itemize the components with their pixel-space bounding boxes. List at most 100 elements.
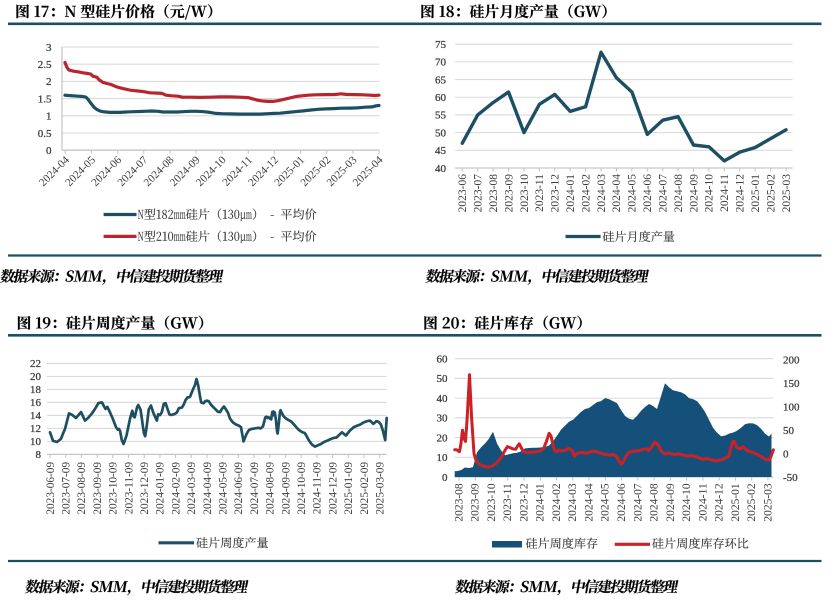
svg-text:50: 50: [783, 425, 795, 437]
svg-text:2023-10: 2023-10: [519, 174, 531, 213]
svg-text:20: 20: [30, 371, 42, 383]
svg-text:75: 75: [435, 39, 447, 51]
svg-text:2023-09: 2023-09: [470, 483, 482, 522]
svg-text:30: 30: [437, 413, 449, 425]
svg-text:60: 60: [437, 354, 449, 366]
svg-text:2024-08: 2024-08: [673, 174, 685, 213]
svg-text:12: 12: [30, 423, 41, 435]
svg-text:2024-11: 2024-11: [697, 483, 709, 521]
svg-text:50: 50: [435, 127, 447, 139]
svg-text:2024-07: 2024-07: [632, 483, 644, 522]
svg-text:2023-10-09: 2023-10-09: [108, 462, 120, 515]
svg-text:20: 20: [437, 432, 449, 444]
svg-text:2024-02: 2024-02: [580, 174, 592, 213]
svg-text:60: 60: [435, 92, 447, 104]
svg-text:45: 45: [435, 145, 447, 157]
svg-text:16: 16: [30, 397, 42, 409]
svg-text:2024-10-09: 2024-10-09: [296, 462, 308, 515]
svg-text:2024-12: 2024-12: [735, 174, 747, 213]
svg-text:2025-01: 2025-01: [750, 174, 762, 213]
svg-text:2024-01: 2024-01: [565, 174, 577, 213]
svg-text:2025-03-09: 2025-03-09: [375, 462, 387, 515]
svg-text:2024-09-09: 2024-09-09: [280, 462, 292, 515]
svg-text:2023-09: 2023-09: [503, 174, 515, 213]
svg-text:200: 200: [783, 355, 800, 367]
svg-text:2023-07-09: 2023-07-09: [61, 462, 73, 515]
svg-text:-50: -50: [783, 472, 798, 484]
svg-text:2023-12-09: 2023-12-09: [139, 462, 151, 515]
svg-text:2023-11: 2023-11: [502, 483, 514, 521]
svg-text:65: 65: [435, 74, 447, 86]
svg-text:2024-07: 2024-07: [657, 174, 669, 213]
svg-text:2024-09: 2024-09: [688, 174, 700, 213]
svg-text:2023-08: 2023-08: [453, 483, 465, 522]
svg-text:2024-06-09: 2024-06-09: [233, 462, 245, 515]
svg-text:2023-11: 2023-11: [534, 174, 546, 212]
svg-text:1.5: 1.5: [38, 93, 52, 105]
svg-text:2024-08-09: 2024-08-09: [265, 462, 277, 515]
svg-text:2024-11-09: 2024-11-09: [312, 462, 324, 515]
svg-text:2023-06-09: 2023-06-09: [45, 462, 57, 515]
svg-text:2024-01: 2024-01: [535, 483, 547, 522]
svg-text:2024-04: 2024-04: [583, 483, 595, 522]
svg-text:2024-05-09: 2024-05-09: [218, 462, 230, 515]
svg-text:2024-06: 2024-06: [642, 174, 654, 213]
svg-text:40: 40: [437, 393, 449, 405]
svg-text:2024-02: 2024-02: [551, 483, 563, 522]
svg-text:2: 2: [46, 76, 52, 88]
svg-text:2024-09: 2024-09: [665, 483, 677, 522]
svg-text:40: 40: [435, 163, 447, 175]
svg-text:2024-07-09: 2024-07-09: [249, 462, 261, 515]
svg-text:2025-01-09: 2025-01-09: [343, 462, 355, 515]
svg-text:70: 70: [435, 57, 447, 69]
svg-text:150: 150: [783, 378, 800, 390]
svg-text:2024-03-09: 2024-03-09: [186, 462, 198, 515]
svg-text:2025-01: 2025-01: [730, 483, 742, 522]
svg-text:0: 0: [783, 448, 789, 460]
svg-text:2023-12: 2023-12: [550, 174, 562, 213]
svg-text:2023-11-09: 2023-11-09: [123, 462, 135, 515]
svg-text:10: 10: [30, 436, 42, 448]
svg-text:1: 1: [46, 111, 52, 123]
svg-text:2025-03: 2025-03: [781, 174, 793, 213]
svg-text:2024-02-09: 2024-02-09: [170, 462, 182, 515]
svg-text:3: 3: [46, 42, 52, 54]
svg-text:2024-10: 2024-10: [681, 483, 693, 522]
svg-text:2023-09-09: 2023-09-09: [92, 462, 104, 515]
svg-text:2023-06: 2023-06: [457, 174, 469, 213]
svg-text:0.5: 0.5: [38, 128, 52, 140]
svg-text:8: 8: [36, 449, 42, 461]
svg-text:100: 100: [783, 401, 800, 413]
svg-text:55: 55: [435, 110, 447, 122]
svg-text:2024-11: 2024-11: [719, 174, 731, 212]
svg-text:2023-08: 2023-08: [488, 174, 500, 213]
svg-text:2023-07: 2023-07: [473, 174, 485, 213]
svg-text:2024-12: 2024-12: [714, 483, 726, 522]
svg-text:2024-08: 2024-08: [649, 483, 661, 522]
svg-text:2023-08-09: 2023-08-09: [76, 462, 88, 515]
svg-text:22: 22: [30, 358, 41, 370]
svg-text:2025-02: 2025-02: [746, 483, 758, 522]
svg-text:2025-03: 2025-03: [762, 483, 774, 522]
svg-text:2023-12: 2023-12: [518, 483, 530, 522]
svg-text:2024-12-09: 2024-12-09: [327, 462, 339, 515]
svg-text:2024-04-09: 2024-04-09: [202, 462, 214, 515]
svg-text:2024-03: 2024-03: [567, 483, 579, 522]
svg-text:50: 50: [437, 373, 449, 385]
svg-text:2024-05: 2024-05: [627, 174, 639, 213]
svg-text:2025-02: 2025-02: [765, 174, 777, 213]
svg-text:2024-03: 2024-03: [596, 174, 608, 213]
svg-text:2025-02-09: 2025-02-09: [359, 462, 371, 515]
svg-text:2.5: 2.5: [38, 59, 52, 71]
svg-text:2024-05: 2024-05: [600, 483, 612, 522]
svg-text:2024-04: 2024-04: [611, 174, 623, 213]
svg-text:2024-01-09: 2024-01-09: [155, 462, 167, 515]
svg-text:2023-10: 2023-10: [486, 483, 498, 522]
svg-text:0: 0: [442, 472, 448, 484]
svg-text:18: 18: [30, 384, 42, 396]
svg-text:14: 14: [30, 410, 42, 422]
svg-text:2024-10: 2024-10: [704, 174, 716, 213]
svg-text:2024-06: 2024-06: [616, 483, 628, 522]
svg-text:0: 0: [46, 145, 52, 157]
svg-text:10: 10: [437, 452, 449, 464]
